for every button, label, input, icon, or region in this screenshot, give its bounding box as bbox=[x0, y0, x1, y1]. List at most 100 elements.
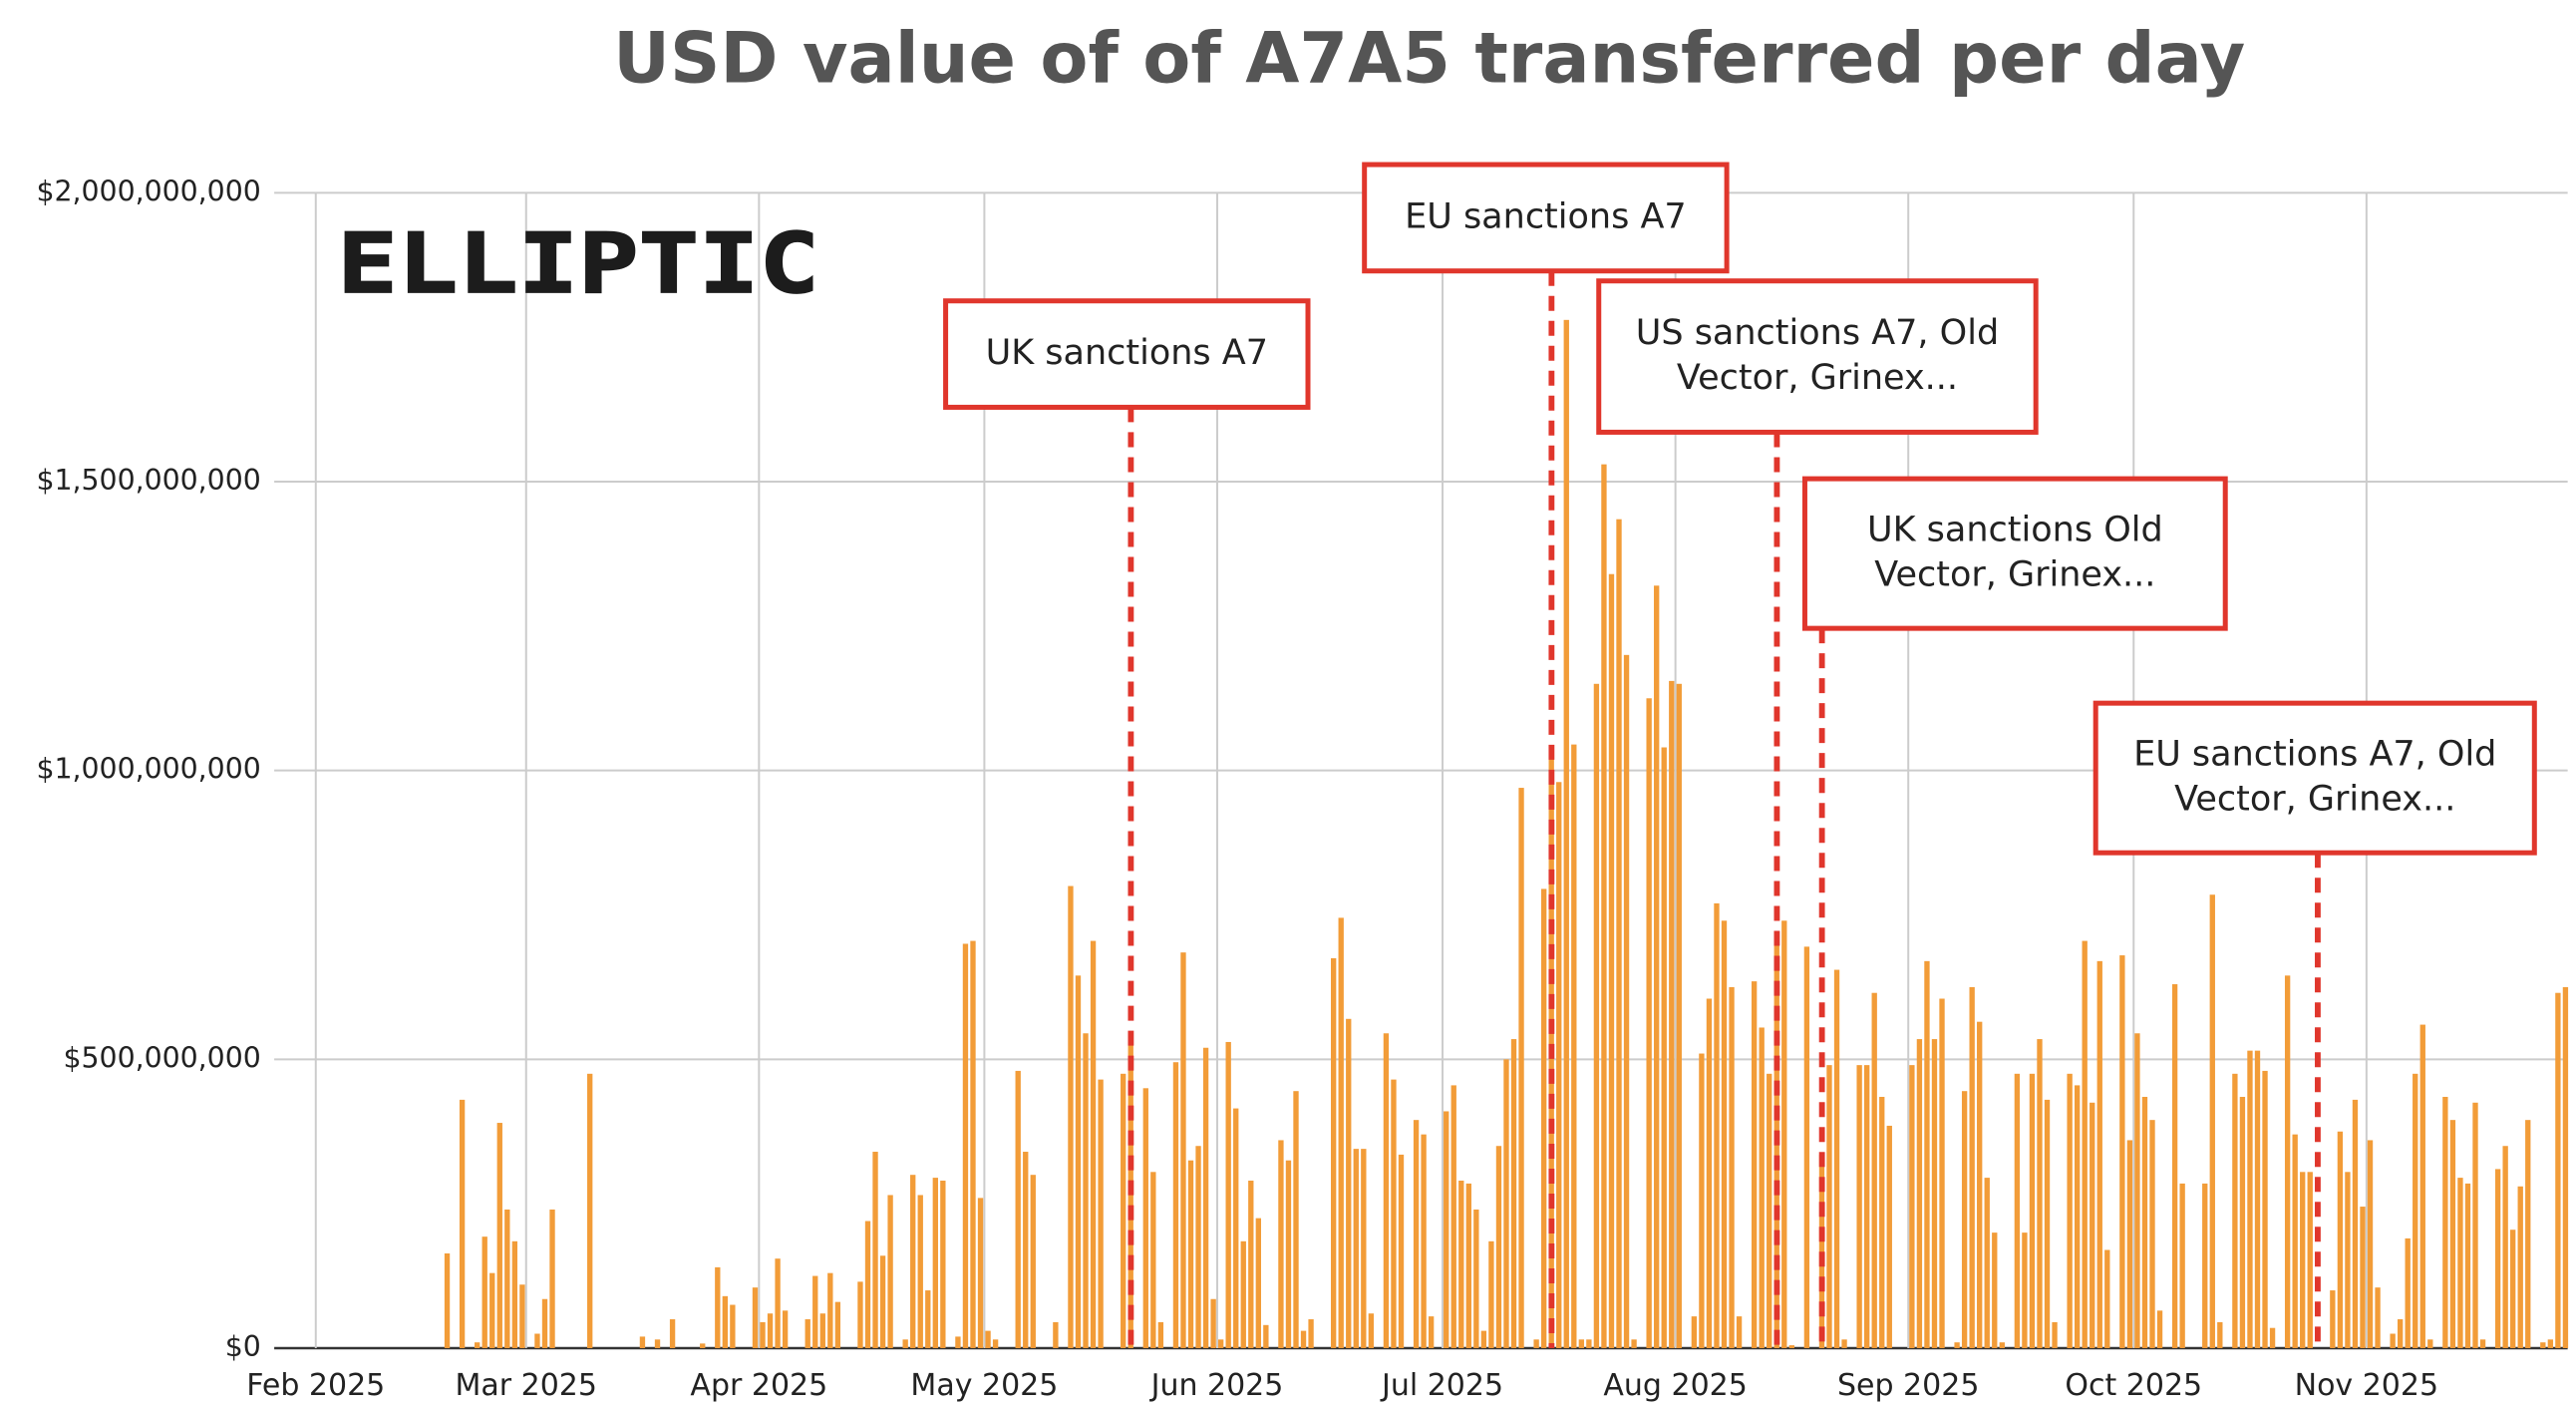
bar bbox=[715, 1266, 721, 1348]
bar bbox=[2367, 1140, 2374, 1348]
bar bbox=[1864, 1065, 1870, 1348]
bar bbox=[1083, 1033, 1089, 1348]
bar bbox=[2360, 1207, 2366, 1348]
bar bbox=[1488, 1240, 1494, 1348]
bar bbox=[1458, 1180, 1464, 1348]
bar bbox=[722, 1295, 729, 1348]
bar bbox=[2292, 1134, 2298, 1348]
bar bbox=[985, 1330, 991, 1348]
bar bbox=[879, 1255, 886, 1348]
bar bbox=[1540, 888, 1547, 1348]
bar bbox=[700, 1343, 706, 1348]
bar bbox=[1495, 1146, 1502, 1348]
bar bbox=[2179, 1183, 2185, 1348]
bar bbox=[2209, 894, 2215, 1348]
y-tick-label: $2,000,000,000 bbox=[36, 175, 260, 207]
bar bbox=[1225, 1041, 1231, 1348]
annotation-text: Vector, Grinex... bbox=[1677, 358, 1958, 398]
annotation-box bbox=[943, 298, 1311, 410]
bar bbox=[519, 1284, 525, 1348]
bar bbox=[1706, 998, 1713, 1348]
bar bbox=[2134, 1033, 2140, 1348]
bar bbox=[1924, 960, 1930, 1348]
bar bbox=[2202, 1183, 2208, 1348]
bar bbox=[1909, 1065, 1915, 1348]
bar bbox=[1015, 1070, 1021, 1348]
bar bbox=[2307, 1172, 2313, 1348]
annotation-text: EU sanctions A7, Old bbox=[2133, 735, 2496, 775]
bar bbox=[730, 1304, 736, 1348]
bar bbox=[549, 1209, 555, 1348]
bar bbox=[2096, 960, 2102, 1348]
bars bbox=[444, 319, 2569, 1348]
bar bbox=[1939, 998, 1945, 1348]
bar bbox=[1346, 1018, 1352, 1348]
bar bbox=[1398, 1154, 1405, 1348]
bar bbox=[2269, 1327, 2276, 1348]
bar bbox=[805, 1319, 810, 1348]
bar bbox=[496, 1123, 502, 1348]
bar bbox=[1030, 1175, 1036, 1348]
bar bbox=[917, 1195, 923, 1348]
bar bbox=[475, 1342, 481, 1348]
bar bbox=[2082, 940, 2088, 1348]
bar bbox=[2397, 1319, 2404, 1348]
bar bbox=[1368, 1313, 1375, 1348]
bar bbox=[2540, 1342, 2546, 1348]
x-tick-label: Oct 2025 bbox=[2065, 1368, 2202, 1403]
bar bbox=[1240, 1240, 1246, 1348]
x-tick-label: May 2025 bbox=[910, 1368, 1058, 1403]
x-tick-label: Feb 2025 bbox=[246, 1368, 385, 1403]
bar bbox=[1263, 1324, 1269, 1348]
bar bbox=[1217, 1339, 1224, 1348]
chart-title: USD value of of A7A5 transferred per day bbox=[613, 17, 2245, 99]
bar bbox=[2149, 1120, 2155, 1348]
bar bbox=[2517, 1186, 2523, 1348]
bar bbox=[1421, 1134, 1427, 1348]
bar bbox=[970, 940, 976, 1348]
bar bbox=[1992, 1232, 1998, 1348]
bar bbox=[2405, 1237, 2411, 1348]
bar bbox=[1593, 683, 1600, 1348]
bar bbox=[977, 1198, 984, 1348]
bar bbox=[2419, 1024, 2425, 1348]
x-tick-label: Sep 2025 bbox=[1837, 1368, 1979, 1403]
bar bbox=[819, 1313, 825, 1348]
bar bbox=[1961, 1091, 1968, 1348]
bar bbox=[459, 1099, 466, 1348]
bar bbox=[1090, 940, 1097, 1348]
bar bbox=[1338, 917, 1344, 1348]
bar bbox=[1669, 680, 1675, 1348]
bar bbox=[872, 1152, 878, 1348]
bar bbox=[1361, 1149, 1367, 1348]
bar bbox=[1841, 1339, 1847, 1348]
bar bbox=[2457, 1178, 2463, 1348]
logo: ELLIPTIC bbox=[337, 215, 818, 312]
bar bbox=[2067, 1073, 2073, 1348]
bar bbox=[1616, 519, 1622, 1348]
bar bbox=[1916, 1039, 1923, 1348]
bar bbox=[752, 1287, 759, 1348]
bar bbox=[1833, 969, 1840, 1348]
bar bbox=[1699, 1053, 1705, 1348]
bar bbox=[482, 1236, 487, 1348]
annotation-text: UK sanctions A7 bbox=[986, 333, 1268, 373]
bar bbox=[1075, 975, 1082, 1348]
bar bbox=[1510, 1039, 1517, 1348]
annotation-text: US sanctions A7, Old bbox=[1636, 313, 1999, 353]
y-tick-label: $500,000,000 bbox=[64, 1041, 261, 1074]
annotation-box bbox=[1596, 278, 2039, 435]
bar bbox=[1781, 920, 1787, 1348]
bar bbox=[2029, 1073, 2036, 1348]
bar bbox=[489, 1272, 495, 1348]
bar bbox=[2037, 1039, 2043, 1348]
bar bbox=[1969, 986, 1975, 1348]
y-tick-label: $0 bbox=[225, 1330, 261, 1363]
bar bbox=[955, 1336, 961, 1348]
bar bbox=[1428, 1316, 1435, 1348]
bar bbox=[940, 1180, 946, 1348]
bar bbox=[1413, 1120, 1420, 1348]
bar bbox=[1999, 1342, 2005, 1348]
bar bbox=[2074, 1085, 2081, 1348]
bar bbox=[639, 1336, 646, 1348]
